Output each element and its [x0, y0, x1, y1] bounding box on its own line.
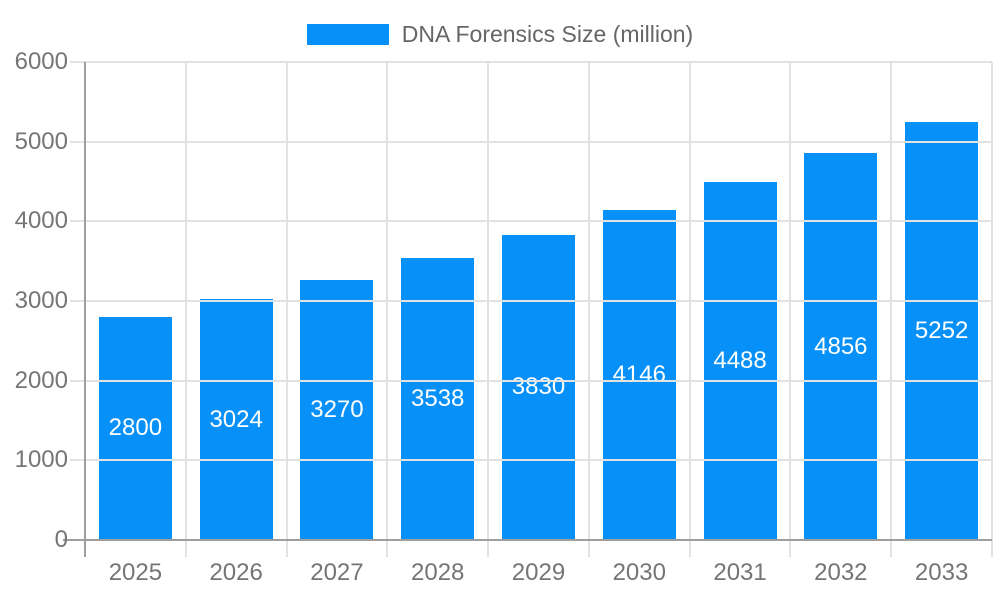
bar-2029[interactable]: 3830	[502, 234, 575, 540]
bar-value-label: 4856	[814, 332, 868, 360]
legend-swatch-icon	[306, 23, 389, 45]
y-axis-tick-label: 5000	[14, 127, 68, 155]
bar-2032[interactable]: 4856	[804, 153, 878, 540]
bar-value-label: 2800	[108, 414, 163, 442]
plot-area: 2800 3024 3270 3538 3830 4146 4488 4856 5252	[85, 62, 992, 540]
y-axis-tick-label: 6000	[14, 48, 68, 75]
bar-2025[interactable]: 2800	[98, 316, 172, 540]
y-axis-tick-label: 1000	[14, 446, 68, 474]
x-axis-tick-label: 2033	[914, 559, 969, 586]
x-axis-tick-label: 2027	[310, 559, 364, 586]
bar-2027[interactable]: 3270	[300, 279, 374, 540]
bar-value-label: 3024	[209, 405, 263, 433]
chart-legend[interactable]: DNA Forensics Size (million)	[0, 21, 1000, 47]
y-axis-tick-label: 4000	[14, 207, 68, 235]
x-axis-tick-label: 2032	[814, 559, 868, 586]
bar-value-label: 3270	[310, 395, 364, 423]
bar-value-label: 4488	[713, 347, 767, 375]
y-axis-tick-label: 0	[54, 526, 68, 553]
bar-value-label: 3538	[411, 385, 465, 413]
x-axis-tick-label: 2031	[713, 559, 767, 586]
y-axis-tick-label: 2000	[14, 366, 68, 394]
bar-2033[interactable]: 5252	[905, 121, 979, 540]
x-axis-tick-label: 2028	[411, 559, 465, 586]
bar-value-label: 4146	[612, 360, 666, 388]
legend-label: DNA Forensics Size (million)	[401, 21, 694, 47]
bar-value-label: 3830	[511, 373, 566, 401]
bar-2031[interactable]: 4488	[703, 182, 777, 540]
bar-2026[interactable]: 3024	[199, 299, 273, 540]
bar-2030[interactable]: 4146	[602, 209, 676, 540]
x-axis-tick-label: 2026	[209, 559, 263, 586]
x-axis-tick-label: 2030	[612, 559, 666, 586]
bar-2028[interactable]: 3538	[401, 258, 475, 540]
bar-value-label: 5252	[914, 316, 969, 344]
x-axis-tick-label: 2029	[511, 559, 566, 586]
y-axis-tick-label: 3000	[14, 287, 68, 314]
x-axis-tick-label: 2025	[108, 559, 163, 586]
